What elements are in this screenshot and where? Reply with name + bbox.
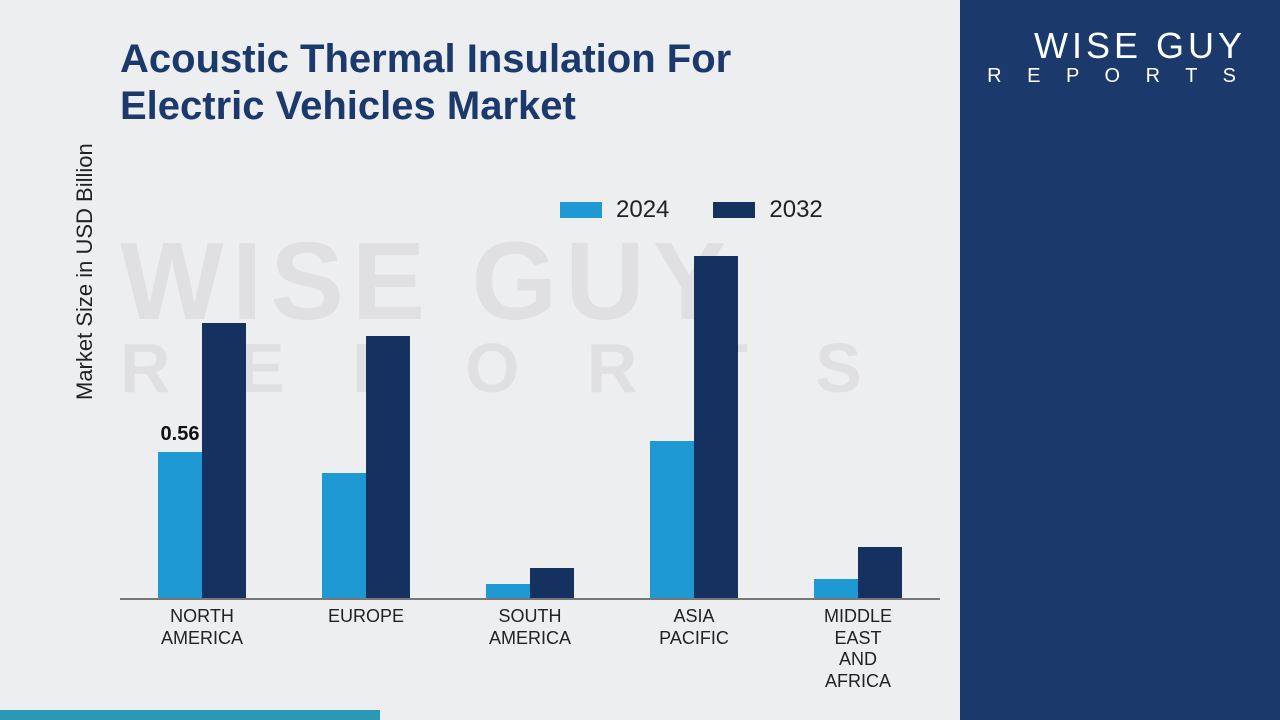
- logo-line1: WISE GUY: [987, 28, 1246, 64]
- right-panel: [960, 0, 1280, 720]
- bar: [650, 441, 694, 600]
- logo-line2: R E P O R T S: [987, 66, 1246, 86]
- canvas: WISE GUY R E P O R T S Acoustic Thermal …: [0, 0, 1280, 720]
- legend-item: 2032: [713, 196, 822, 224]
- legend-swatch: [560, 202, 602, 218]
- legend-item: 2024: [560, 196, 669, 224]
- x-axis-label: MIDDLEEASTANDAFRICA: [798, 606, 918, 692]
- bar-group: [798, 547, 918, 600]
- bar-group: [142, 323, 262, 601]
- legend-swatch: [713, 202, 755, 218]
- bar-group: [470, 568, 590, 600]
- legend-label: 2032: [769, 196, 822, 224]
- x-axis-label: NORTHAMERICA: [142, 606, 262, 692]
- bar: [694, 256, 738, 600]
- y-axis-label: Market Size in USD Billion: [72, 143, 98, 400]
- bottom-accent-bar: [0, 710, 380, 720]
- bar-groups: [120, 230, 940, 600]
- x-axis-label: ASIAPACIFIC: [634, 606, 754, 692]
- bar: [202, 323, 246, 601]
- legend-label: 2024: [616, 196, 669, 224]
- legend: 2024 2032: [560, 196, 823, 224]
- bar-value-label: 0.56: [161, 423, 200, 446]
- bar: [158, 452, 202, 600]
- brand-logo: WISE GUY R E P O R T S: [987, 28, 1246, 86]
- x-axis-label: SOUTHAMERICA: [470, 606, 590, 692]
- x-axis-label: EUROPE: [306, 606, 426, 692]
- bar: [858, 547, 902, 600]
- bar-group: [306, 336, 426, 600]
- x-axis-labels: NORTHAMERICA EUROPE SOUTHAMERICA ASIAPACIFI…: [120, 606, 940, 692]
- x-axis-line: [120, 598, 940, 600]
- bar: [530, 568, 574, 600]
- chart-title: Acoustic Thermal Insulation For Electric…: [120, 36, 840, 130]
- bar-group: [634, 256, 754, 600]
- bar: [322, 473, 366, 600]
- bar: [366, 336, 410, 600]
- bar-chart: 0.56: [120, 230, 940, 600]
- bar: [814, 579, 858, 600]
